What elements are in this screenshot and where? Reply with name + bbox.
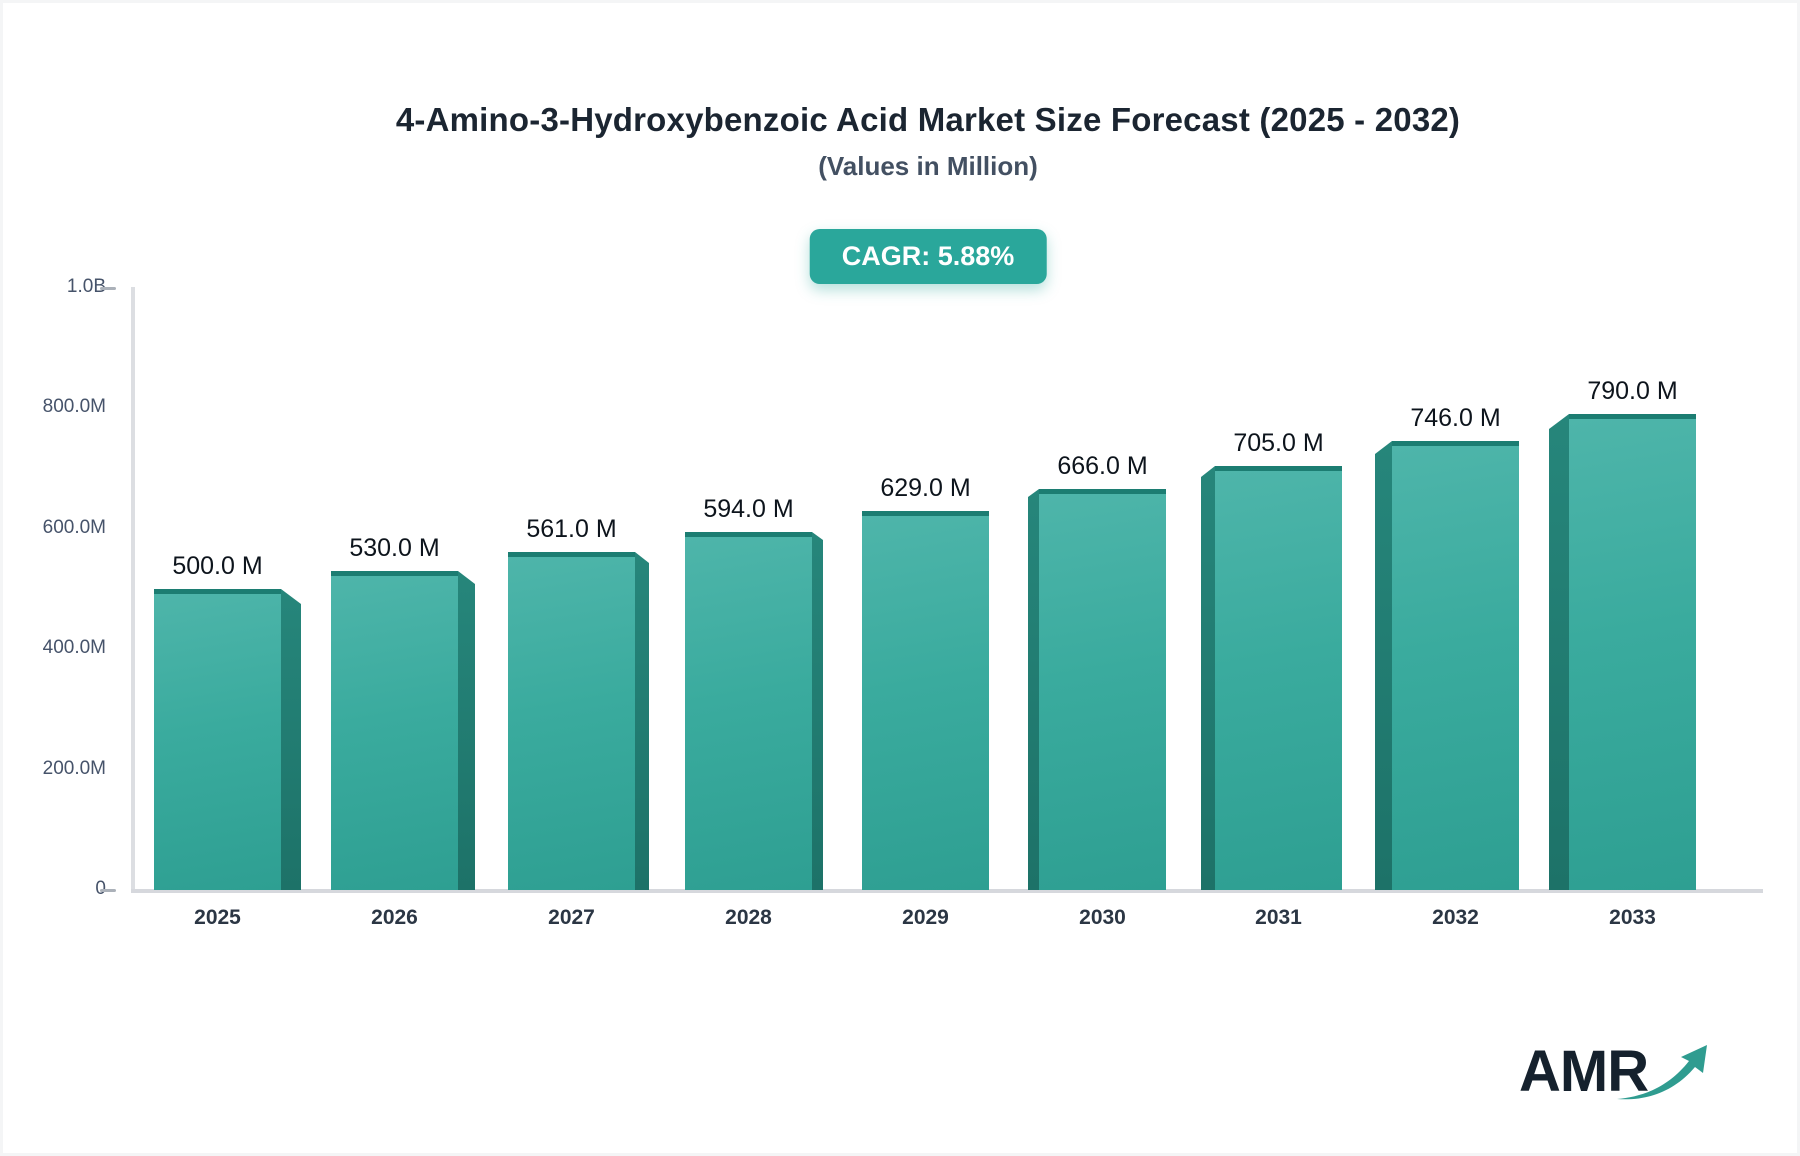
bar-side [1201, 466, 1215, 890]
bar-2031 [1201, 466, 1342, 890]
x-tick-2025: 2025 [194, 906, 241, 929]
x-tick-2033: 2033 [1609, 906, 1656, 929]
x-tick-2032: 2032 [1432, 906, 1479, 929]
y-tick-200.0M: 200.0M [42, 757, 106, 779]
bar-side [812, 532, 823, 890]
bar-2025 [154, 589, 301, 890]
bar-face [331, 571, 458, 890]
bar-face [1392, 441, 1519, 890]
bar-value-label: 500.0 M [172, 552, 263, 580]
bar-value-label: 790.0 M [1587, 377, 1678, 405]
x-tick-2031: 2031 [1255, 906, 1302, 929]
y-tick-dash [100, 889, 116, 892]
bar-face [1215, 466, 1342, 890]
bar-2027 [508, 552, 649, 890]
y-tick-400.0M: 400.0M [42, 637, 106, 659]
bar-side [1375, 441, 1392, 890]
y-tick-800.0M: 800.0M [42, 396, 106, 418]
bar-value-label: 666.0 M [1057, 452, 1148, 480]
bar-2032 [1375, 441, 1519, 890]
bar-2030 [1028, 489, 1166, 890]
bar-face [1039, 489, 1166, 890]
bar-side [281, 589, 301, 890]
chart-subtitle: (Values in Million) [818, 151, 1038, 181]
y-tick-600.0M: 600.0M [42, 516, 106, 538]
bar-2033 [1549, 414, 1696, 890]
x-axis-line [131, 889, 1763, 893]
bar-side [458, 571, 475, 890]
cagr-badge: CAGR: 5.88% [809, 229, 1047, 284]
bar-2028 [685, 532, 823, 890]
chart-title: 4-Amino-3-Hydroxybenzoic Acid Market Siz… [395, 101, 1461, 138]
y-tick-dash [100, 287, 116, 290]
x-tick-2029: 2029 [902, 906, 949, 929]
bar-value-label: 594.0 M [703, 495, 794, 523]
bar-side [635, 552, 649, 890]
bar-value-label: 629.0 M [880, 474, 971, 502]
y-tick-1.0B: 1.0B [66, 276, 106, 297]
x-tick-2030: 2030 [1079, 906, 1126, 929]
growth-arrow-icon [1617, 1045, 1707, 1100]
bar-2029 [862, 511, 989, 890]
bar-side [1549, 414, 1569, 890]
bar-face [154, 589, 281, 890]
bar-2026 [331, 571, 475, 890]
bar-value-label: 561.0 M [526, 515, 617, 543]
bar-side [1028, 489, 1039, 890]
bar-value-label: 746.0 M [1410, 404, 1501, 432]
bar-value-label: 705.0 M [1233, 429, 1324, 457]
bar-face [685, 532, 812, 890]
x-tick-2027: 2027 [548, 906, 595, 929]
bar-value-label: 530.0 M [349, 534, 440, 562]
bar-face [508, 552, 635, 890]
bar-face [1569, 414, 1696, 890]
amr-logo: AMR [1519, 1037, 1709, 1107]
y-tick-0: 0 [16, 878, 106, 900]
amr-logo-text: AMR [1519, 1039, 1649, 1104]
x-tick-2028: 2028 [725, 906, 772, 929]
x-tick-2026: 2026 [371, 906, 418, 929]
y-axis-line [131, 287, 135, 892]
bar-face [862, 511, 989, 890]
